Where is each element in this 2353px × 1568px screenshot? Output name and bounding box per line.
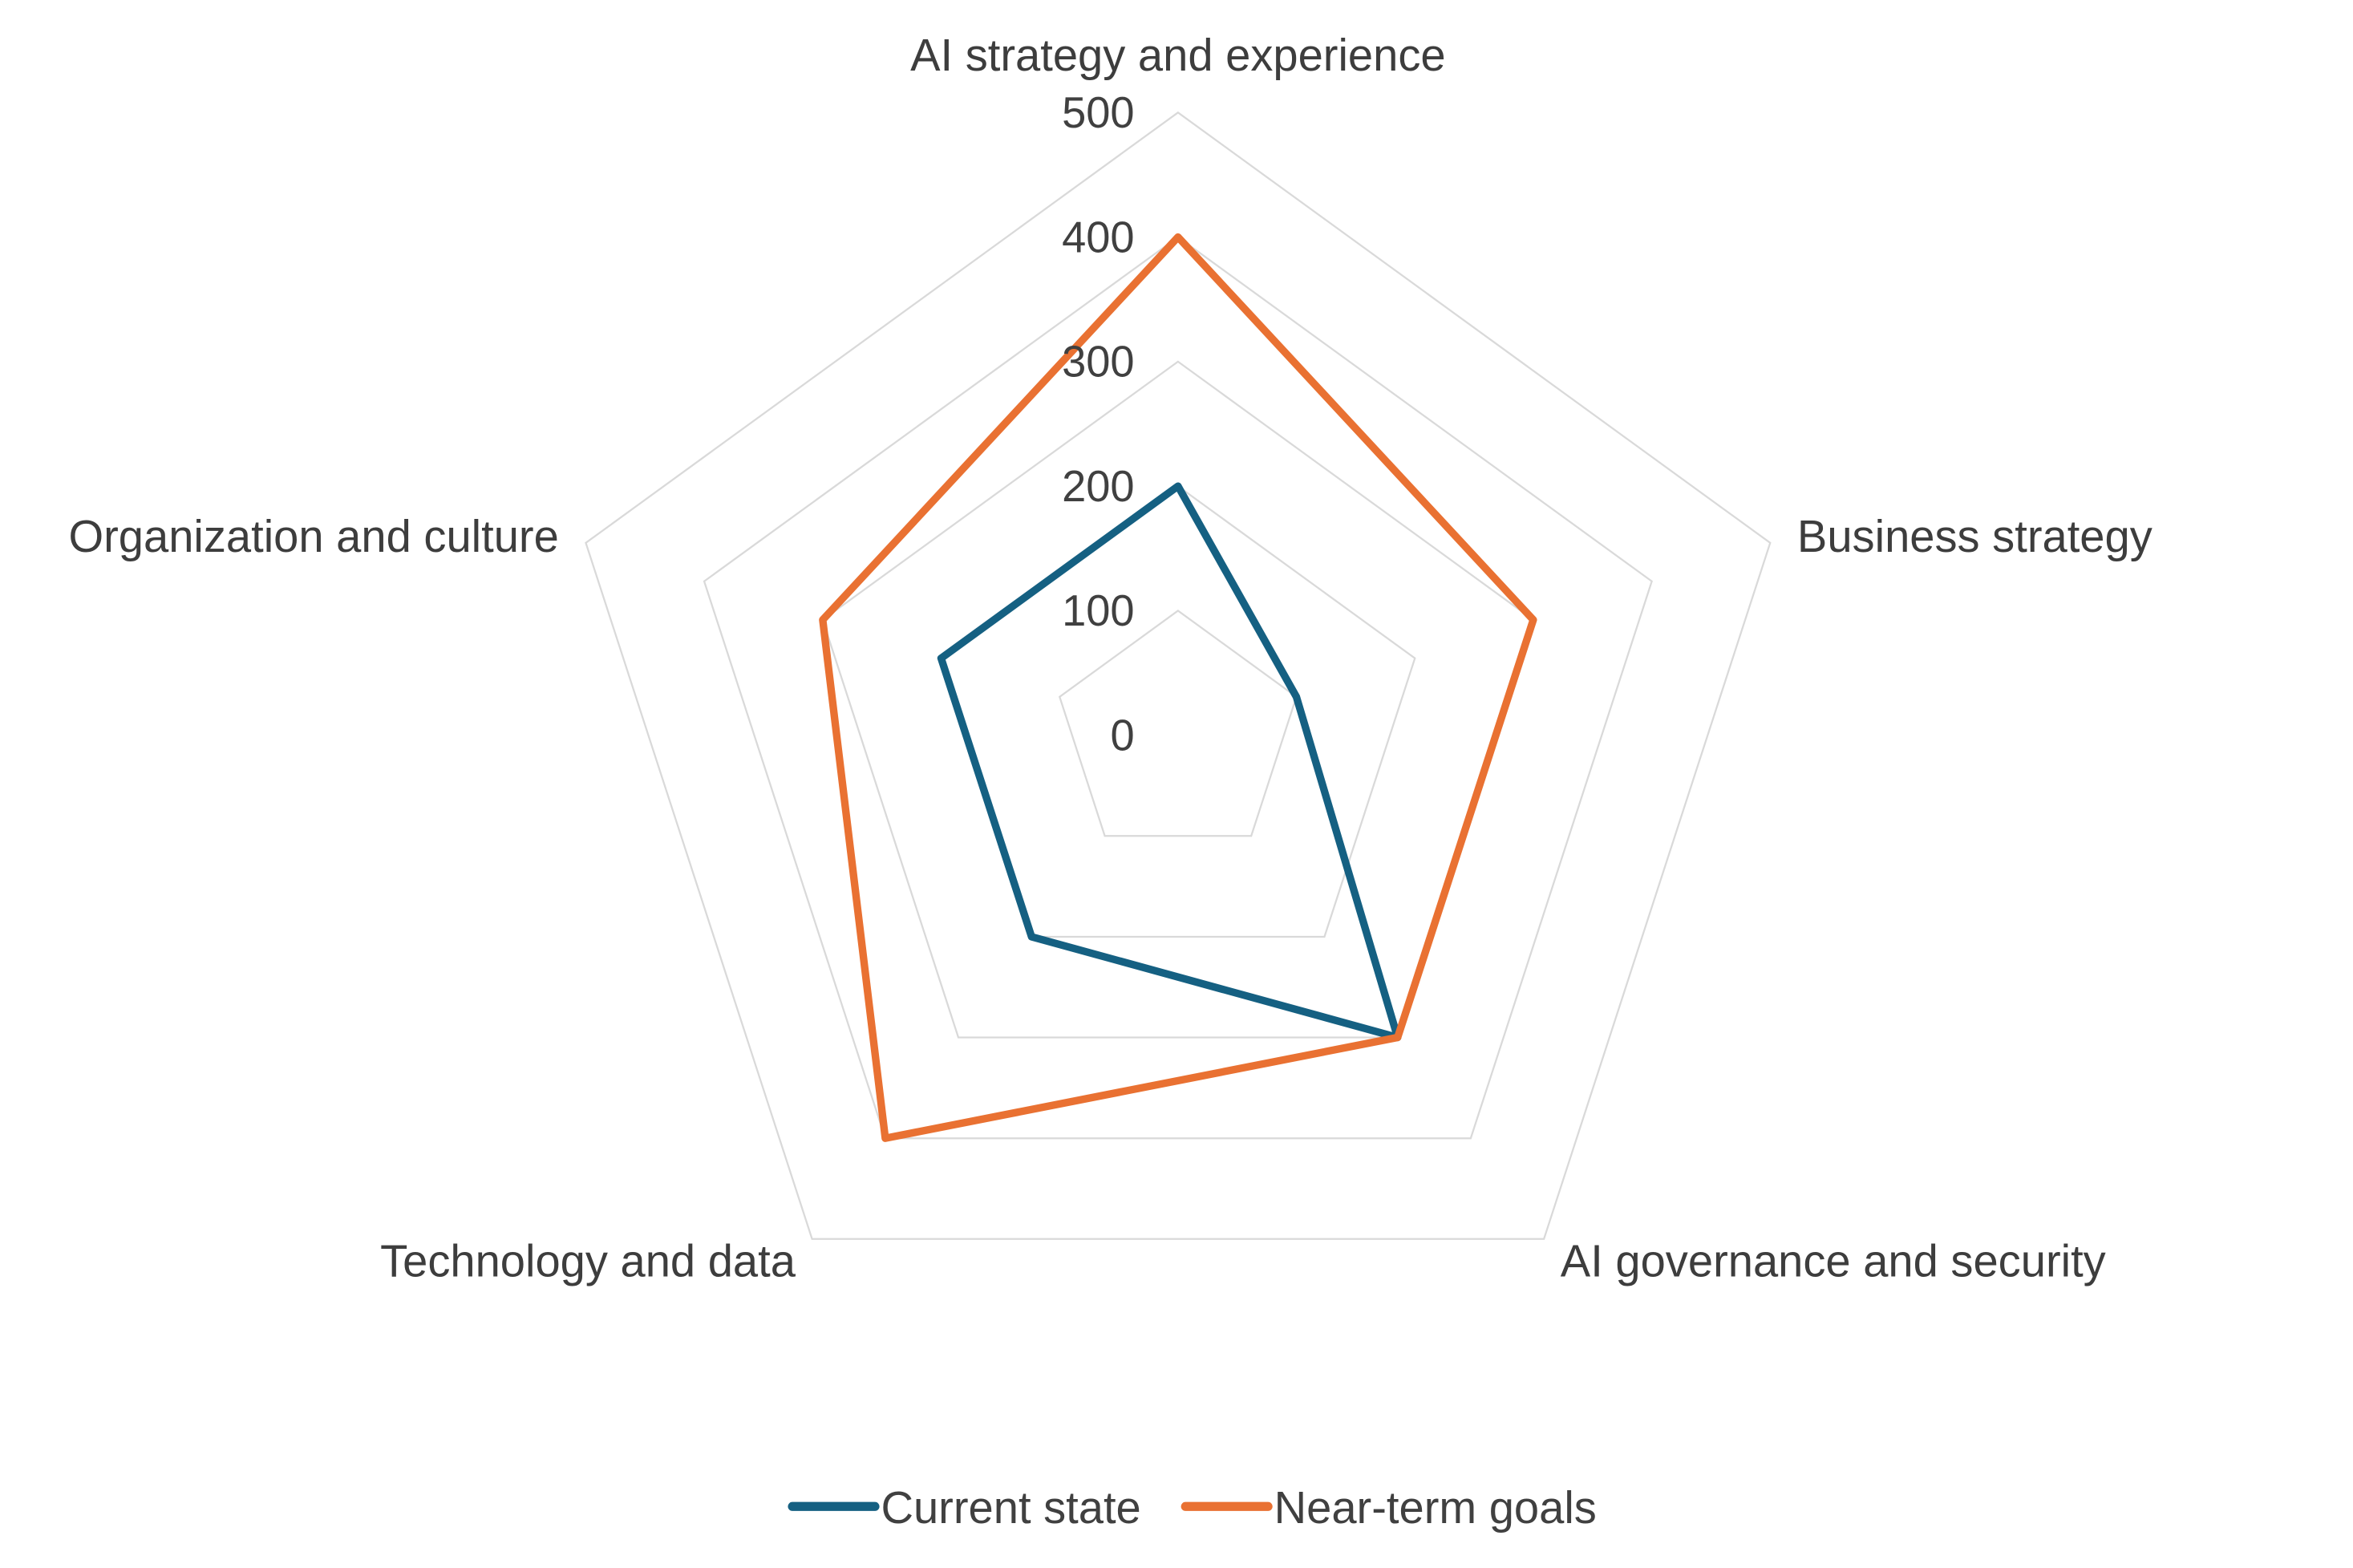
axis-tick-label-0: 0 xyxy=(1110,711,1134,760)
category-label-ai-strategy-and-experience: AI strategy and experience xyxy=(910,30,1445,80)
category-label-technology-and-data: Technology and data xyxy=(380,1236,796,1286)
axis-tick-label-400: 400 xyxy=(1062,213,1135,261)
grid-ring-100 xyxy=(1058,610,1298,837)
grid-ring-400 xyxy=(703,236,1653,1140)
series-near-term-goals xyxy=(819,233,1537,1142)
category-label-ai-governance-and-security: AI governance and security xyxy=(1561,1236,2106,1286)
legend-label-current-state[interactable]: Current state xyxy=(881,1482,1140,1533)
axis-tick-label-300: 300 xyxy=(1062,338,1135,387)
grid-ring-300 xyxy=(821,360,1535,1039)
labels-layer: 0 100 200 300 400 500 AI strategy and experien… xyxy=(68,30,2152,1286)
axis-tick-label-200: 200 xyxy=(1062,463,1135,511)
series-current-state xyxy=(937,482,1402,1042)
grid-layer xyxy=(585,111,1772,1240)
category-label-business-strategy: Business strategy xyxy=(1797,511,2153,561)
axis-tick-label-100: 100 xyxy=(1062,587,1135,635)
grid-ring-500 xyxy=(585,111,1772,1240)
axis-tick-label-500: 500 xyxy=(1062,89,1135,137)
legend-label-near-term-goals[interactable]: Near-term goals xyxy=(1274,1482,1597,1533)
chart-legend: Current state Near-term goals xyxy=(788,1482,1597,1533)
category-label-organization-and-culture: Organization and culture xyxy=(68,511,558,561)
series-layer xyxy=(819,233,1537,1142)
